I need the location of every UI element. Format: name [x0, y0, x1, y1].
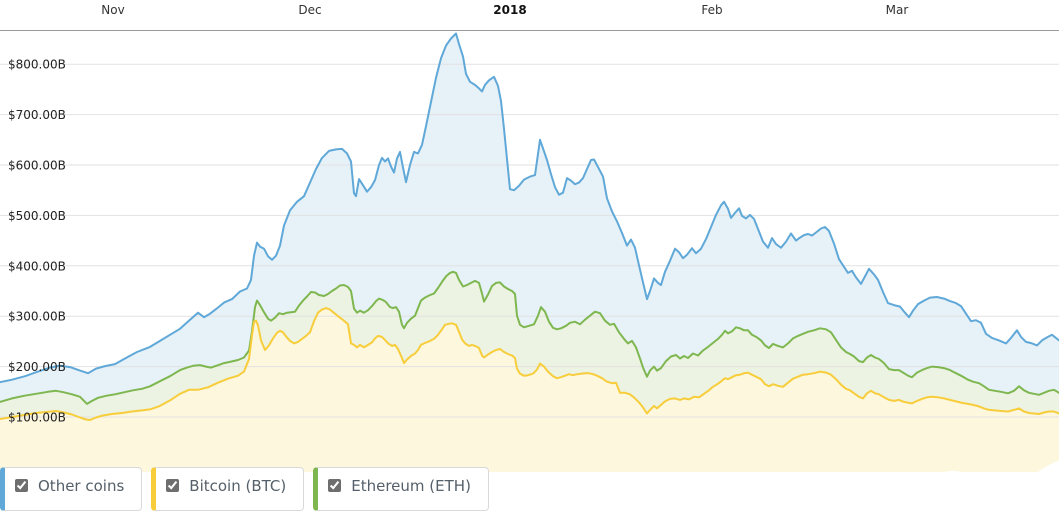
y-axis-label-200: $200.00B: [8, 360, 66, 374]
y-axis-label-100: $100.00B: [8, 411, 66, 425]
legend-checkbox-ethereum[interactable]: [328, 479, 342, 492]
legend-item-other-coins[interactable]: Other coins: [0, 467, 143, 511]
y-axis-label-600: $600.00B: [8, 159, 66, 173]
legend-label-bitcoin: Bitcoin (BTC): [189, 476, 287, 495]
x-axis-label-2018: 2018: [493, 3, 527, 17]
legend-checkbox-other-coins[interactable]: [15, 479, 28, 492]
area-fill-bitcoin: [0, 308, 1059, 472]
y-axis-label-400: $400.00B: [8, 259, 66, 273]
legend-item-bitcoin[interactable]: Bitcoin (BTC): [151, 467, 305, 511]
y-axis-label-500: $500.00B: [8, 209, 66, 223]
x-axis-label-feb: Feb: [701, 3, 723, 17]
legend-label-ethereum: Ethereum (ETH): [351, 476, 471, 495]
x-axis-label-mar: Mar: [885, 3, 909, 17]
legend-item-ethereum[interactable]: Ethereum (ETH): [313, 467, 489, 511]
y-axis-label-800: $800.00B: [8, 58, 66, 72]
x-axis-header: Nov Dec 2018 Feb Mar: [0, 0, 1059, 31]
watermark-circle: [916, 471, 990, 500]
series-line-ethereum: [0, 270, 1059, 405]
series-line-bitcoin: [0, 307, 1059, 421]
x-axis-label-nov: Nov: [101, 3, 125, 17]
watermark-circle: [1017, 460, 1059, 500]
legend-checkbox-bitcoin[interactable]: [166, 479, 180, 492]
chart-legend: Other coins Bitcoin (BTC) Ethereum (ETH): [0, 467, 489, 511]
y-axis-label-300: $300.00B: [8, 310, 66, 324]
y-axis-label-700: $700.00B: [8, 108, 66, 122]
series-line-other-coins: [0, 32, 1059, 384]
chart-plot-area[interactable]: $800.00B $700.00B $600.00B $500.00B $400.00B…: [0, 0, 1059, 500]
legend-label-other-coins: Other coins: [38, 476, 125, 495]
x-axis-label-dec: Dec: [298, 3, 322, 17]
